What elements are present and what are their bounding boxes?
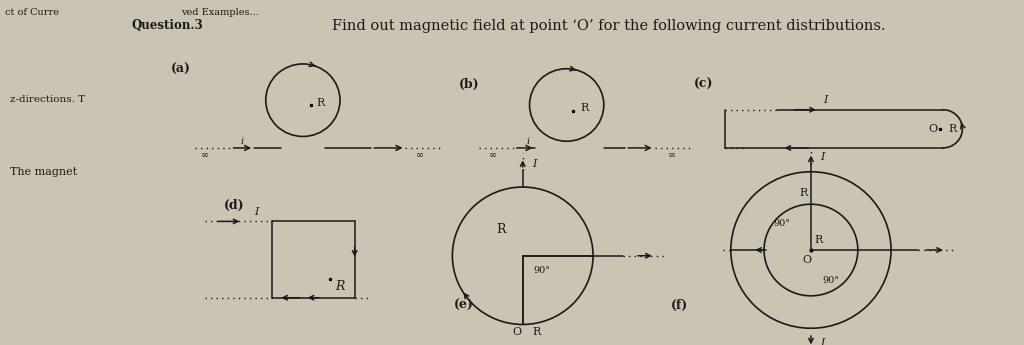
Text: O: O <box>512 327 521 337</box>
Text: i: i <box>526 137 529 146</box>
Text: ct of Curre: ct of Curre <box>5 8 59 17</box>
Text: 90°: 90° <box>822 276 839 285</box>
Text: ∞: ∞ <box>416 151 424 160</box>
Text: O: O <box>929 124 938 134</box>
Text: R: R <box>316 98 325 108</box>
Text: The magnet: The magnet <box>10 167 77 177</box>
Text: ∞: ∞ <box>489 151 498 160</box>
Text: I: I <box>254 207 258 217</box>
Text: z-directions. T: z-directions. T <box>10 96 85 105</box>
Text: Question.3: Question.3 <box>132 19 204 32</box>
Text: I: I <box>823 95 827 105</box>
Text: (e): (e) <box>455 299 474 312</box>
Text: I: I <box>532 159 537 169</box>
Text: (c): (c) <box>693 78 713 90</box>
Text: 90°: 90° <box>534 266 551 275</box>
Text: (b): (b) <box>459 78 479 90</box>
Text: R: R <box>581 103 589 113</box>
Text: R: R <box>799 188 807 198</box>
Text: (f): (f) <box>671 299 688 312</box>
Text: ∞: ∞ <box>668 151 676 160</box>
Text: R: R <box>948 124 956 134</box>
Text: R: R <box>815 236 823 246</box>
Text: ved Examples...: ved Examples... <box>181 8 259 17</box>
Text: R: R <box>497 223 506 236</box>
Text: I: I <box>820 152 825 162</box>
Text: R: R <box>335 280 345 293</box>
Text: R: R <box>532 327 541 337</box>
Text: 90°: 90° <box>773 219 791 228</box>
Text: i: i <box>241 137 244 146</box>
Text: (a): (a) <box>171 63 190 76</box>
Text: Find out magnetic field at point ‘O’ for the following current distributions.: Find out magnetic field at point ‘O’ for… <box>332 19 886 33</box>
Text: I: I <box>820 337 825 345</box>
Text: (d): (d) <box>224 199 245 212</box>
Text: O: O <box>803 255 812 265</box>
Text: ∞: ∞ <box>201 151 209 160</box>
